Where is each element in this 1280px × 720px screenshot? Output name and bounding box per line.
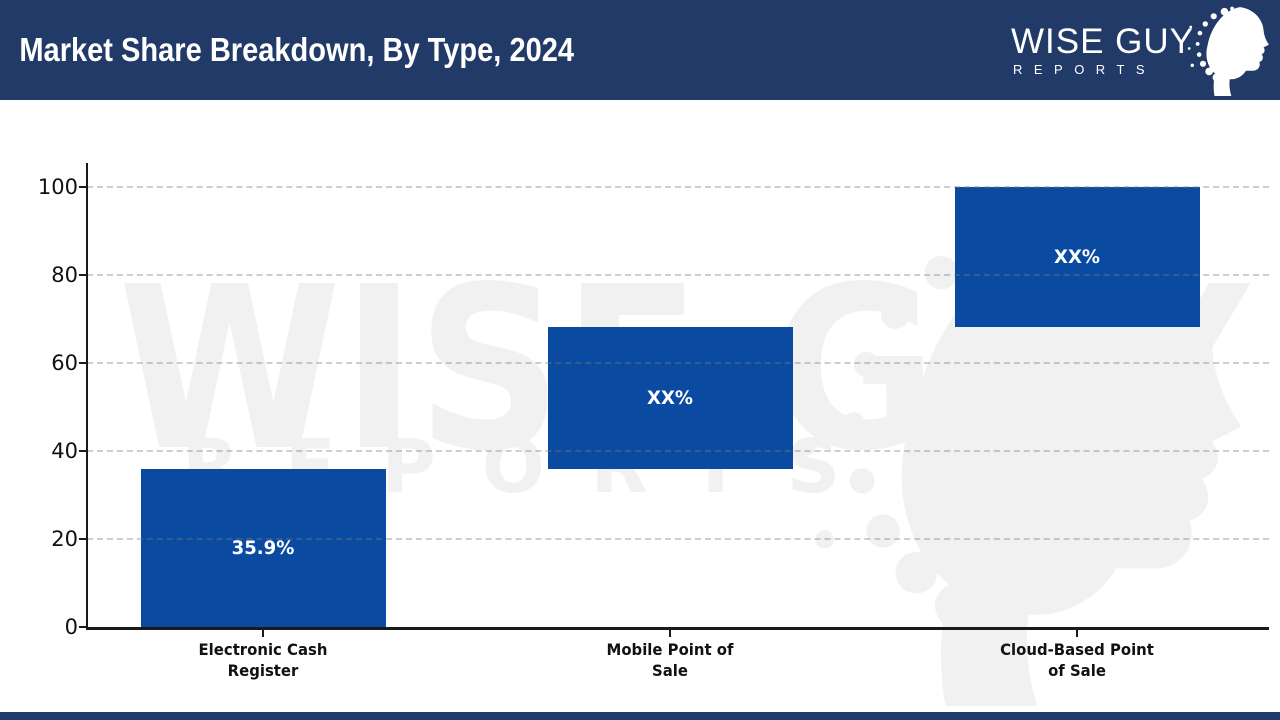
x-tick-mark: [1076, 630, 1078, 637]
gridline: [87, 362, 1269, 364]
bar-segment: [140, 469, 386, 627]
y-tick-mark: [79, 450, 87, 452]
header-bar: Market Share Breakdown, By Type, 2024: [0, 0, 1280, 100]
brand-subtitle: REPORTS: [1012, 62, 1157, 77]
brand-face-icon: [1187, 6, 1269, 96]
gridline: [87, 274, 1269, 276]
bar-segment: [547, 327, 793, 470]
brand-name: WISE GUY: [1010, 22, 1194, 61]
y-tick-label: 100: [37, 175, 78, 199]
y-tick-label: 0: [64, 615, 78, 639]
page-title: Market Share Breakdown, By Type, 2024: [19, 31, 575, 68]
bar-segment: [954, 187, 1200, 328]
y-tick-label: 20: [51, 527, 78, 551]
y-tick-mark: [79, 538, 87, 540]
gridline: [87, 450, 1269, 452]
footer-bar: [0, 712, 1280, 720]
y-tick-label: 80: [51, 263, 78, 287]
x-axis-line: [86, 627, 1269, 630]
x-tick-mark: [262, 630, 264, 637]
y-tick-mark: [79, 186, 87, 188]
brand-logo: WISE GUY REPORTS: [1011, 0, 1272, 100]
category-label: Electronic Cash Register: [198, 640, 328, 680]
bar-value-label: XX%: [1054, 246, 1100, 269]
gridline: [87, 186, 1269, 188]
category-label: Mobile Point of Sale: [606, 640, 734, 680]
brand-logo-text: WISE GUY REPORTS: [1011, 24, 1194, 76]
y-tick-mark: [79, 274, 87, 276]
category-label: Cloud-Based Point of Sale: [1000, 640, 1154, 680]
y-tick-label: 60: [51, 351, 78, 375]
y-tick-mark: [79, 362, 87, 364]
x-tick-mark: [669, 630, 671, 637]
y-axis-line: [86, 163, 88, 630]
y-tick-label: 40: [51, 439, 78, 463]
gridline: [87, 538, 1269, 540]
bar-value-label: 35.9%: [231, 537, 295, 560]
y-tick-mark: [79, 626, 87, 628]
bar-value-label: XX%: [647, 387, 693, 410]
